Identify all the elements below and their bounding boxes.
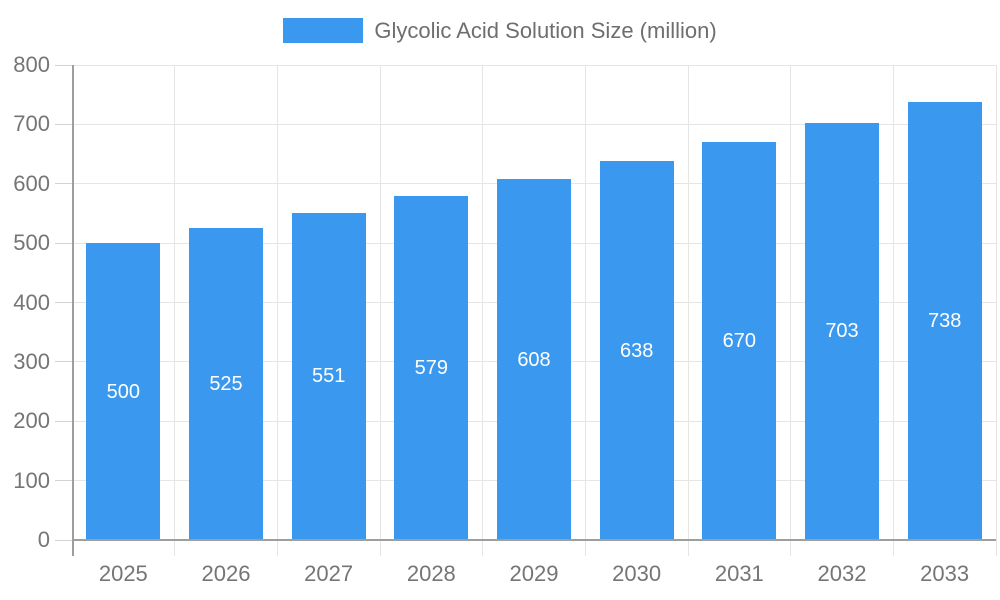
y-tick [55, 183, 72, 185]
y-tick [55, 361, 72, 363]
x-axis-label: 2030 [612, 561, 662, 586]
bar[interactable] [291, 212, 366, 539]
y-tick [55, 539, 72, 541]
x-gridline [995, 65, 997, 556]
bar-value-label: 670 [722, 330, 757, 353]
legend-label: Glycolic Acid Solution Size (million) [374, 18, 717, 43]
x-axis-label: 2027 [304, 561, 354, 586]
y-axis-label: 600 [13, 170, 50, 196]
y-gridline [72, 123, 996, 125]
x-gridline [482, 65, 484, 556]
bar[interactable] [189, 228, 263, 539]
x-gridline [379, 65, 381, 556]
x-gridline [790, 65, 792, 556]
bar-value-label: 703 [825, 320, 859, 343]
bar[interactable] [805, 122, 879, 539]
bar-value-label: 579 [414, 357, 449, 380]
bar[interactable] [599, 161, 674, 539]
y-axis-label: 0 [37, 527, 50, 552]
bar[interactable] [907, 101, 982, 539]
x-axis-label: 2033 [920, 561, 970, 586]
x-axis-label: 2028 [406, 561, 456, 586]
legend[interactable]: Glycolic Acid Solution Size (million) [0, 18, 1000, 43]
y-axis-line [72, 65, 74, 556]
y-gridline [72, 64, 996, 66]
x-gridline [174, 65, 176, 556]
bar-value-label: 500 [106, 380, 141, 403]
x-gridline [892, 65, 894, 556]
y-tick [55, 480, 72, 482]
x-axis-label: 2029 [509, 561, 559, 586]
x-gridline [584, 65, 586, 556]
y-axis-label: 500 [13, 230, 50, 256]
bar-value-label: 525 [209, 373, 243, 396]
bar-value-label: 638 [619, 339, 654, 362]
x-axis-label: 2032 [817, 561, 867, 586]
bar-value-label: 551 [311, 365, 346, 388]
y-axis-label: 800 [13, 52, 50, 77]
y-tick [55, 123, 72, 125]
y-tick [55, 420, 72, 422]
y-axis-label: 400 [13, 289, 50, 315]
x-gridline [276, 65, 278, 556]
bar-value-label: 608 [517, 348, 551, 371]
y-tick [55, 64, 72, 66]
bar[interactable] [86, 243, 161, 539]
y-axis-label: 200 [13, 408, 50, 434]
legend-swatch [283, 18, 364, 43]
y-tick [55, 242, 72, 244]
x-axis-label: 2031 [714, 561, 764, 586]
bar[interactable] [497, 179, 571, 539]
x-axis-label: 2025 [98, 561, 148, 586]
x-axis-label: 2026 [201, 561, 251, 586]
bar[interactable] [394, 196, 469, 539]
x-axis-line [72, 539, 996, 541]
bar-value-label: 738 [927, 309, 962, 332]
y-axis-label: 700 [13, 111, 50, 137]
y-axis-label: 100 [13, 467, 50, 493]
x-gridline [687, 65, 689, 556]
y-tick [55, 302, 72, 303]
y-axis-label: 300 [13, 348, 50, 374]
bar[interactable] [702, 142, 777, 539]
